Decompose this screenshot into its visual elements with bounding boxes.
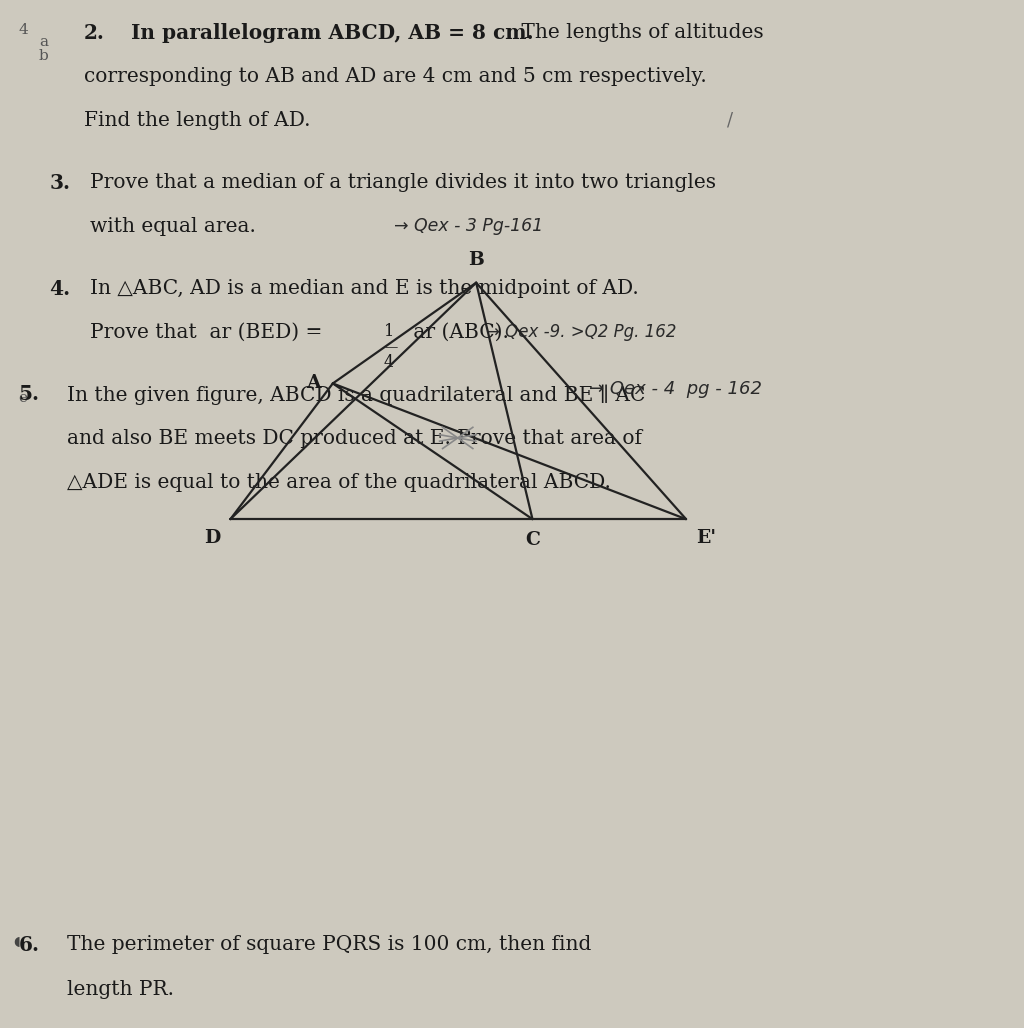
- Text: 5.: 5.: [18, 384, 40, 404]
- Text: 3.: 3.: [49, 173, 71, 192]
- Text: D: D: [204, 529, 220, 548]
- Text: E': E': [696, 529, 717, 548]
- Text: A: A: [306, 374, 321, 393]
- Text: with equal area.: with equal area.: [90, 217, 256, 235]
- Text: In parallelogram ABCD, AB = 8 cm.: In parallelogram ABCD, AB = 8 cm.: [131, 23, 534, 42]
- Text: Prove that  ar (BED) =: Prove that ar (BED) =: [90, 323, 329, 341]
- Text: —: —: [384, 341, 397, 355]
- Text: e: e: [18, 391, 28, 405]
- Text: 4: 4: [384, 354, 394, 371]
- Text: △ADE is equal to the area of the quadrilateral ABCD.: △ADE is equal to the area of the quadril…: [67, 473, 610, 491]
- Text: /: /: [727, 111, 733, 130]
- Text: corresponding to AB and AD are 4 cm and 5 cm respectively.: corresponding to AB and AD are 4 cm and …: [84, 67, 707, 85]
- Text: 2.: 2.: [84, 23, 104, 42]
- Text: → Qex - 3 Pg-161: → Qex - 3 Pg-161: [394, 217, 544, 235]
- Text: 4.: 4.: [49, 279, 71, 298]
- Text: Prove that a median of a triangle divides it into two triangles: Prove that a median of a triangle divide…: [90, 173, 716, 191]
- Text: 6.: 6.: [18, 935, 40, 955]
- Text: In the given figure, ABCD is a quadrilateral and BE ∥ AC: In the given figure, ABCD is a quadrilat…: [67, 384, 645, 405]
- Text: 1: 1: [384, 323, 394, 340]
- Text: The lengths of altitudes: The lengths of altitudes: [515, 23, 764, 41]
- Text: ar (ABC).: ar (ABC).: [407, 323, 508, 341]
- Text: C: C: [525, 531, 540, 550]
- Text: b: b: [39, 49, 49, 64]
- Text: and also BE meets DC produced at E. Prove that area of: and also BE meets DC produced at E. Prov…: [67, 429, 642, 447]
- Text: The perimeter of square PQRS is 100 cm, then find: The perimeter of square PQRS is 100 cm, …: [67, 935, 591, 954]
- Text: Find the length of AD.: Find the length of AD.: [84, 111, 310, 130]
- Text: → Qex -9. >Q2 Pg. 162: → Qex -9. >Q2 Pg. 162: [486, 323, 677, 341]
- Text: In △ABC, AD is a median and E is the midpoint of AD.: In △ABC, AD is a median and E is the mid…: [90, 279, 639, 297]
- Text: 4: 4: [18, 23, 29, 37]
- Text: ◖: ◖: [13, 935, 19, 949]
- Text: B: B: [468, 251, 484, 269]
- Text: a: a: [39, 35, 48, 49]
- Text: length PR.: length PR.: [67, 980, 173, 998]
- Text: → Qex - 4  pg - 162: → Qex - 4 pg - 162: [589, 380, 762, 399]
